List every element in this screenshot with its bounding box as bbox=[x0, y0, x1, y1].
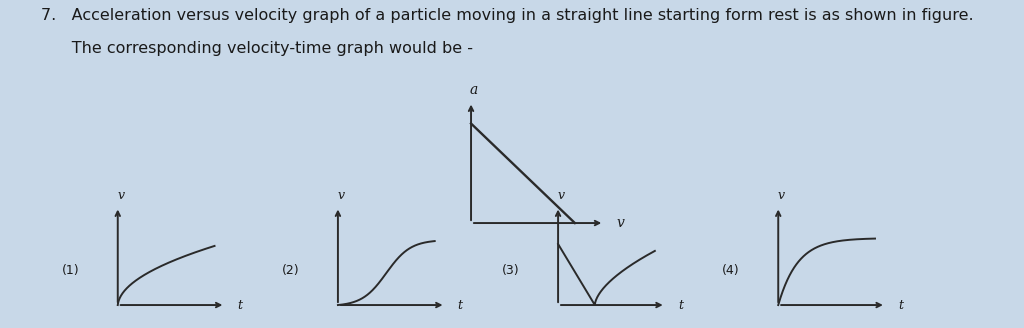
Text: t: t bbox=[898, 298, 903, 312]
Text: t: t bbox=[678, 298, 683, 312]
Text: (4): (4) bbox=[722, 264, 739, 277]
Text: v: v bbox=[338, 189, 344, 202]
Text: (3): (3) bbox=[502, 264, 519, 277]
Text: t: t bbox=[238, 298, 243, 312]
Text: v: v bbox=[558, 189, 564, 202]
Text: 7.   Acceleration versus velocity graph of a particle moving in a straight line : 7. Acceleration versus velocity graph of… bbox=[41, 8, 974, 23]
Text: (2): (2) bbox=[282, 264, 299, 277]
Text: v: v bbox=[118, 189, 124, 202]
Text: The corresponding velocity-time graph would be -: The corresponding velocity-time graph wo… bbox=[41, 41, 473, 56]
Text: v: v bbox=[778, 189, 784, 202]
Text: a: a bbox=[470, 83, 478, 97]
Text: v: v bbox=[616, 216, 625, 230]
Text: (1): (1) bbox=[61, 264, 79, 277]
Text: t: t bbox=[458, 298, 463, 312]
